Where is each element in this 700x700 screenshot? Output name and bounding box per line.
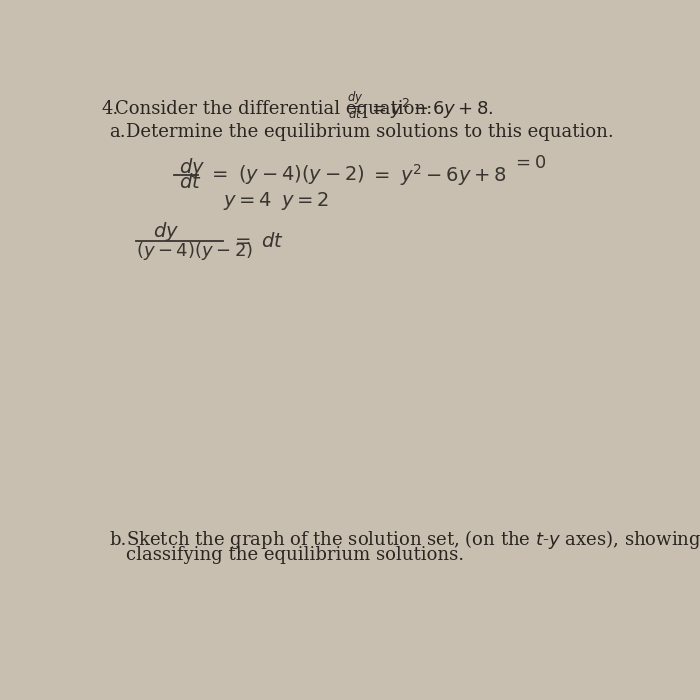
Text: $= \ (y - 4)(y - 2)$: $= \ (y - 4)(y - 2)$	[208, 163, 365, 186]
Text: $= y^2 - 6y + 8.$: $= y^2 - 6y + 8.$	[368, 97, 493, 120]
Text: b.: b.	[109, 531, 127, 549]
Text: $\frac{dy}{dt}$: $\frac{dy}{dt}$	[347, 90, 363, 122]
Text: $dy$: $dy$	[153, 220, 179, 244]
Text: 4.: 4.	[102, 99, 119, 118]
Text: $= \ dt$: $= \ dt$	[231, 232, 284, 251]
Text: Consider the differential equation:: Consider the differential equation:	[115, 99, 432, 118]
Text: $y = 4$: $y = 4$	[223, 190, 272, 212]
Text: $= \ y^2 - 6y + 8$: $= \ y^2 - 6y + 8$	[370, 162, 508, 188]
Text: $dy$: $dy$	[179, 155, 205, 178]
Text: a.: a.	[109, 122, 126, 141]
Text: $(y - 4)(y - 2)$: $(y - 4)(y - 2)$	[136, 240, 253, 262]
Text: classifying the equilibrium solutions.: classifying the equilibrium solutions.	[126, 546, 464, 564]
Text: $dt$: $dt$	[179, 173, 202, 192]
Text: $y = 2$: $y = 2$	[281, 190, 330, 212]
Text: $= 0$: $= 0$	[512, 153, 547, 172]
Text: Determine the equilibrium solutions to this equation.: Determine the equilibrium solutions to t…	[126, 122, 614, 141]
Text: Sketch the graph of the solution set, (on the $t$-$y$ axes), showing and: Sketch the graph of the solution set, (o…	[126, 528, 700, 552]
